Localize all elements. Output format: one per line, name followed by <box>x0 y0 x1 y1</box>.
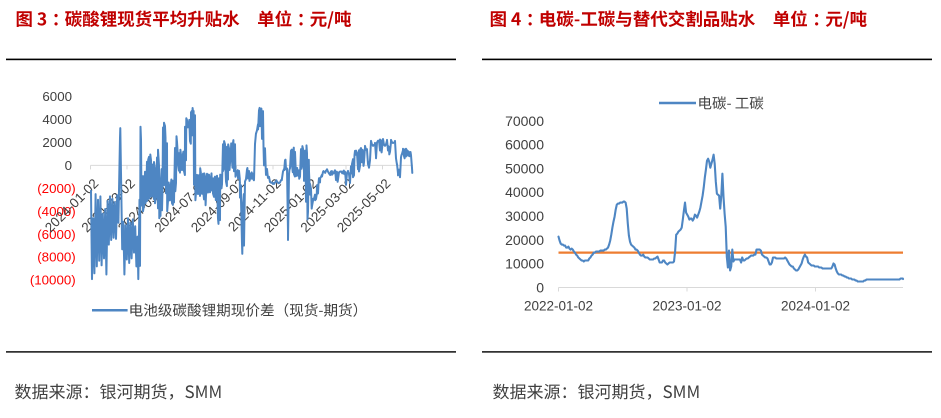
svg-text:50000: 50000 <box>505 161 544 177</box>
svg-text:6000: 6000 <box>42 89 72 104</box>
svg-text:70000: 70000 <box>505 113 544 129</box>
svg-text:(4000): (4000) <box>37 204 75 219</box>
svg-text:0: 0 <box>536 279 544 295</box>
svg-text:(10000): (10000) <box>30 273 76 288</box>
svg-text:2022-01-02: 2022-01-02 <box>524 298 593 313</box>
svg-text:10000: 10000 <box>505 256 544 272</box>
svg-text:2023-01-02: 2023-01-02 <box>652 298 721 313</box>
svg-text:0: 0 <box>65 158 72 173</box>
svg-text:20000: 20000 <box>505 232 544 248</box>
svg-text:40000: 40000 <box>505 184 544 200</box>
svg-text:30000: 30000 <box>505 208 544 224</box>
svg-text:(8000): (8000) <box>37 250 75 265</box>
svg-text:(2000): (2000) <box>37 181 75 196</box>
svg-text:2000: 2000 <box>42 135 72 150</box>
svg-text:4000: 4000 <box>42 112 72 127</box>
svg-text:(6000): (6000) <box>37 227 75 242</box>
svg-text:2024-01-02: 2024-01-02 <box>781 298 850 313</box>
svg-text:60000: 60000 <box>505 137 544 153</box>
